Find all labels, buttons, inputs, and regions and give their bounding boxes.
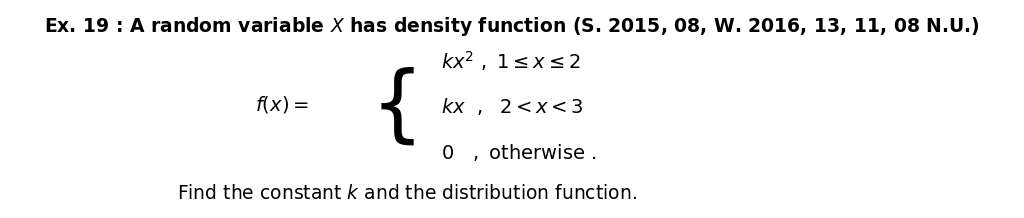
Text: $kx \ \ , \ \ 2 < x < 3$: $kx \ \ , \ \ 2 < x < 3$	[441, 96, 585, 117]
Text: $f(x) = $: $f(x) = $	[255, 94, 309, 115]
Text: Find the constant $k$ and the distribution function.: Find the constant $k$ and the distributi…	[177, 184, 637, 203]
Text: Ex. 19 : A random variable $X$ has density function (S. 2015, 08, W. 2016, 13, 1: Ex. 19 : A random variable $X$ has densi…	[44, 15, 980, 38]
Text: $\{$: $\{$	[371, 66, 415, 148]
Text: $kx^2 \ , \ 1 \leq x \leq 2$: $kx^2 \ , \ 1 \leq x \leq 2$	[441, 49, 582, 73]
Text: $0 \ \ \ , \ \text{otherwise .}$: $0 \ \ \ , \ \text{otherwise .}$	[441, 142, 597, 163]
